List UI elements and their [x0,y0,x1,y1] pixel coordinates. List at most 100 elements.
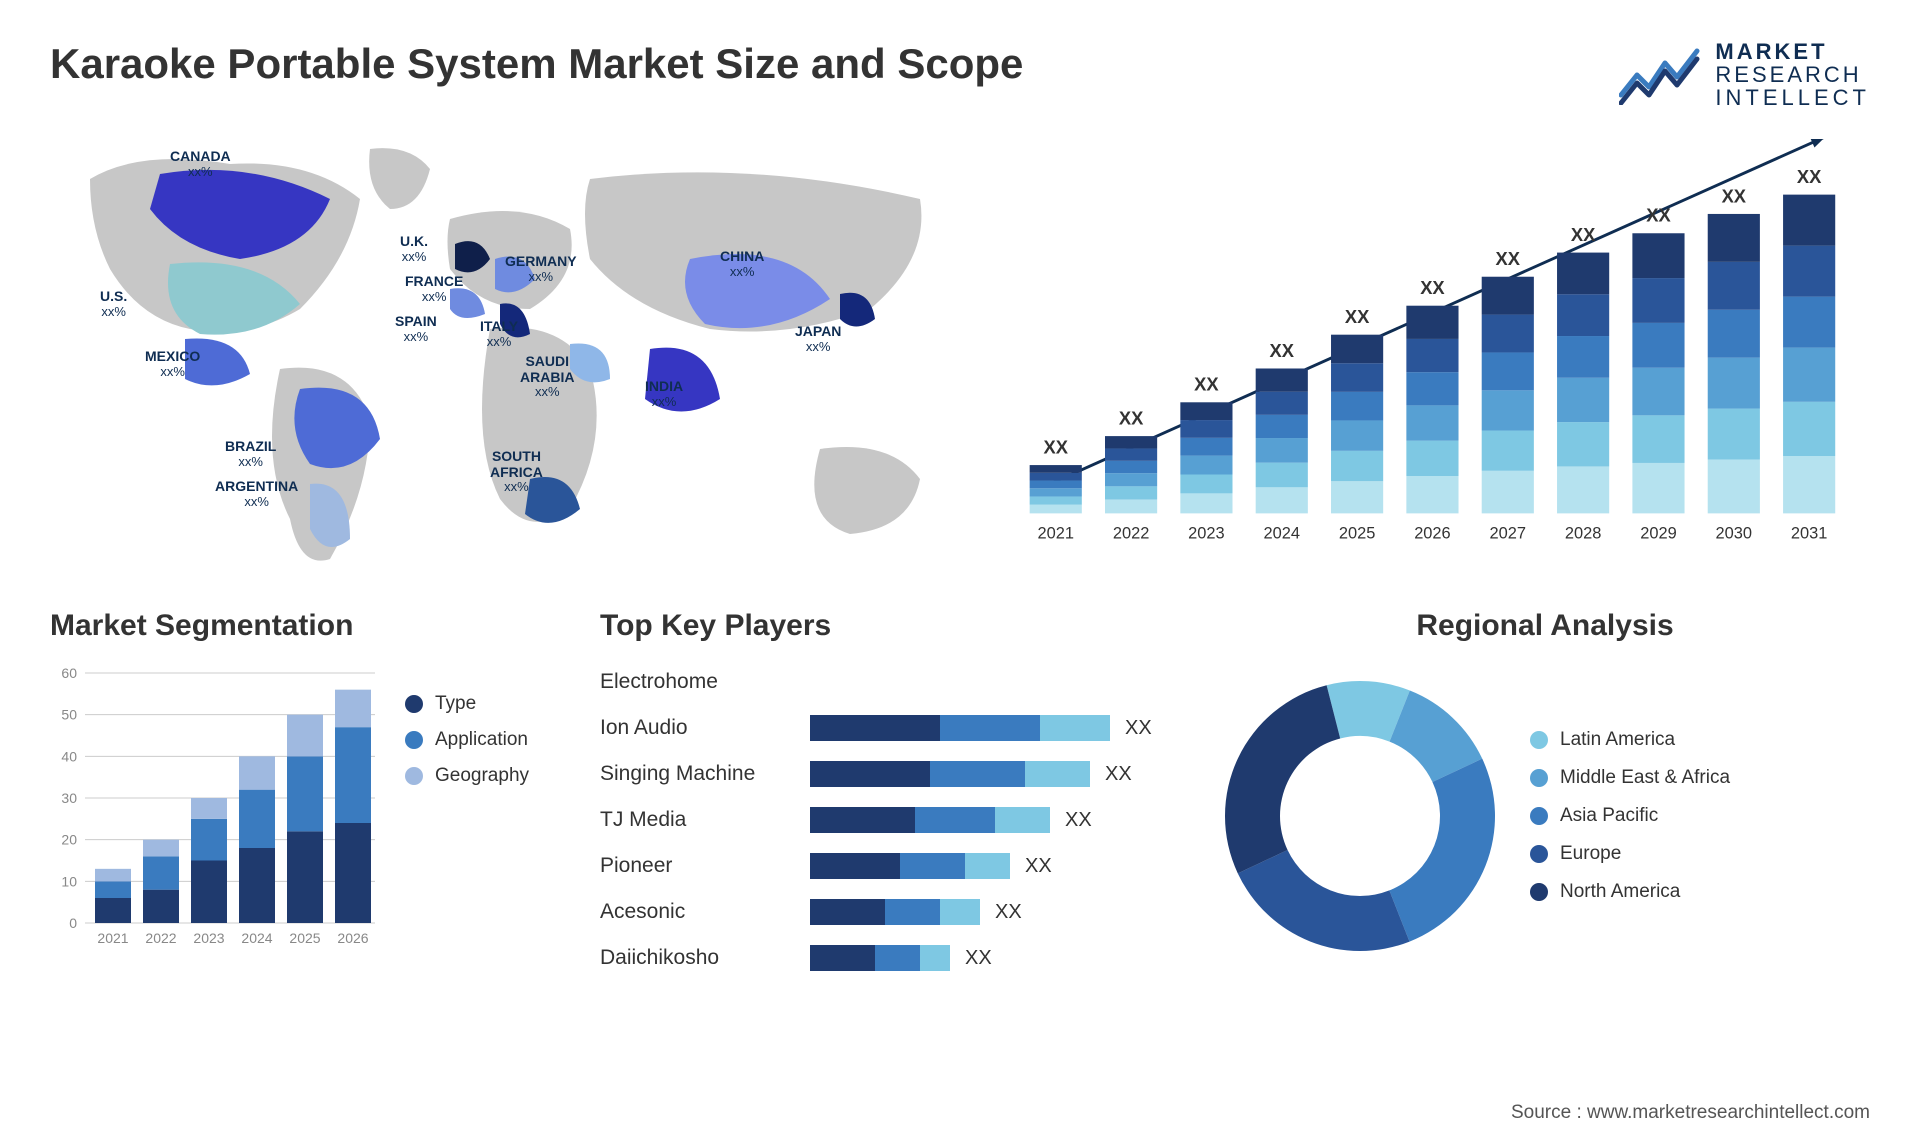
player-row: AcesonicXX [600,893,1190,931]
player-row: DaiichikoshoXX [600,939,1190,977]
svg-text:2023: 2023 [1188,525,1225,543]
svg-text:2021: 2021 [1037,525,1074,543]
legend-label: Latin America [1560,729,1675,751]
player-name: Ion Audio [600,716,810,740]
bottom-row: Market Segmentation 01020304050602021202… [50,609,1870,969]
top-row: CANADAxx%U.S.xx%MEXICOxx%BRAZILxx%ARGENT… [50,139,1870,569]
svg-text:2023: 2023 [193,930,224,946]
player-row: PioneerXX [600,847,1190,885]
map-label: ARGENTINAxx% [215,479,298,509]
legend-dot [1530,807,1548,825]
svg-text:2021: 2021 [97,930,128,946]
logo-icon [1619,45,1703,105]
legend-item: Type [405,693,570,715]
player-bar [810,945,950,971]
segmentation-panel: Market Segmentation 01020304050602021202… [50,609,570,969]
legend-label: Asia Pacific [1560,805,1658,827]
svg-text:2022: 2022 [1113,525,1150,543]
player-value: XX [1125,717,1152,740]
main-bar-chart: XX2021XX2022XX2023XX2024XX2025XX2026XX20… [1020,139,1870,569]
svg-text:XX: XX [1797,166,1822,187]
player-bar-cell: XX [810,899,1190,925]
player-row: Singing Machine XX [600,755,1190,793]
svg-text:2026: 2026 [337,930,368,946]
player-bar-segment [810,807,915,833]
legend-dot [405,767,423,785]
legend-item: Middle East & Africa [1530,767,1870,789]
map-label: CANADAxx% [170,149,231,179]
regional-donut [1220,676,1500,956]
svg-text:XX: XX [1571,224,1596,245]
map-label: BRAZILxx% [225,439,276,469]
player-bar-segment [810,899,885,925]
source-credit: Source : www.marketresearchintellect.com [1511,1102,1870,1124]
legend-label: Type [435,693,476,715]
svg-text:2025: 2025 [1339,525,1376,543]
map-label: ITALYxx% [480,319,518,349]
world-map: CANADAxx%U.S.xx%MEXICOxx%BRAZILxx%ARGENT… [50,139,970,569]
legend-dot [1530,731,1548,749]
svg-text:2024: 2024 [1264,525,1301,543]
player-bar [810,807,1050,833]
player-name: Pioneer [600,854,810,878]
player-bar-segment [900,853,965,879]
legend-item: Europe [1530,843,1870,865]
player-bar [810,853,1010,879]
player-name: TJ Media [600,808,810,832]
player-bar-cell: XX [810,853,1190,879]
player-bar-segment [940,715,1040,741]
svg-text:XX: XX [1722,186,1747,207]
player-value: XX [1105,763,1132,786]
player-bar-segment [915,807,995,833]
logo: MARKET RESEARCH INTELLECT [1619,40,1870,109]
logo-line-3: INTELLECT [1715,86,1870,109]
svg-text:60: 60 [61,665,77,681]
player-name: Electrohome [600,670,810,694]
map-label: JAPANxx% [795,324,841,354]
header: Karaoke Portable System Market Size and … [50,40,1870,109]
svg-text:40: 40 [61,749,77,765]
map-label: GERMANYxx% [505,254,577,284]
legend-item: Geography [405,765,570,787]
player-value: XX [965,947,992,970]
svg-text:20: 20 [61,832,77,848]
player-row: TJ MediaXX [600,801,1190,839]
player-bar-segment [940,899,980,925]
map-label: FRANCExx% [405,274,463,304]
players-panel: Top Key Players ElectrohomeIon AudioXXSi… [600,609,1190,969]
player-bar-segment [920,945,950,971]
player-bar-cell: XX [810,807,1190,833]
regional-legend: Latin America Middle East & Africa Asia Pa… [1530,729,1870,903]
legend-item: North America [1530,881,1870,903]
legend-label: Europe [1560,843,1621,865]
map-label: MEXICOxx% [145,349,200,379]
map-label: SOUTHAFRICAxx% [490,449,543,494]
svg-text:10: 10 [61,874,77,890]
svg-text:2025: 2025 [289,930,320,946]
player-bar-segment [1040,715,1110,741]
player-value: XX [995,901,1022,924]
legend-item: Asia Pacific [1530,805,1870,827]
player-bar [810,715,1110,741]
svg-text:XX: XX [1270,340,1295,361]
player-bar-segment [875,945,920,971]
main-chart-svg: XX2021XX2022XX2023XX2024XX2025XX2026XX20… [1020,139,1870,569]
legend-item: Latin America [1530,729,1870,751]
player-name: Singing Machine [600,762,810,786]
map-label: INDIAxx% [645,379,683,409]
svg-text:30: 30 [61,790,77,806]
player-bar-segment [885,899,940,925]
svg-text:XX: XX [1043,437,1068,458]
svg-text:2022: 2022 [145,930,176,946]
logo-text: MARKET RESEARCH INTELLECT [1715,40,1870,109]
svg-text:0: 0 [69,915,77,931]
player-bar-segment [810,761,930,787]
legend-dot [405,695,423,713]
donut-svg [1220,676,1500,956]
players-title: Top Key Players [600,609,1190,643]
svg-text:XX: XX [1420,277,1445,298]
map-label: CHINAxx% [720,249,764,279]
player-row: Ion Audio XX [600,709,1190,747]
svg-text:2027: 2027 [1490,525,1527,543]
svg-text:2029: 2029 [1640,525,1677,543]
